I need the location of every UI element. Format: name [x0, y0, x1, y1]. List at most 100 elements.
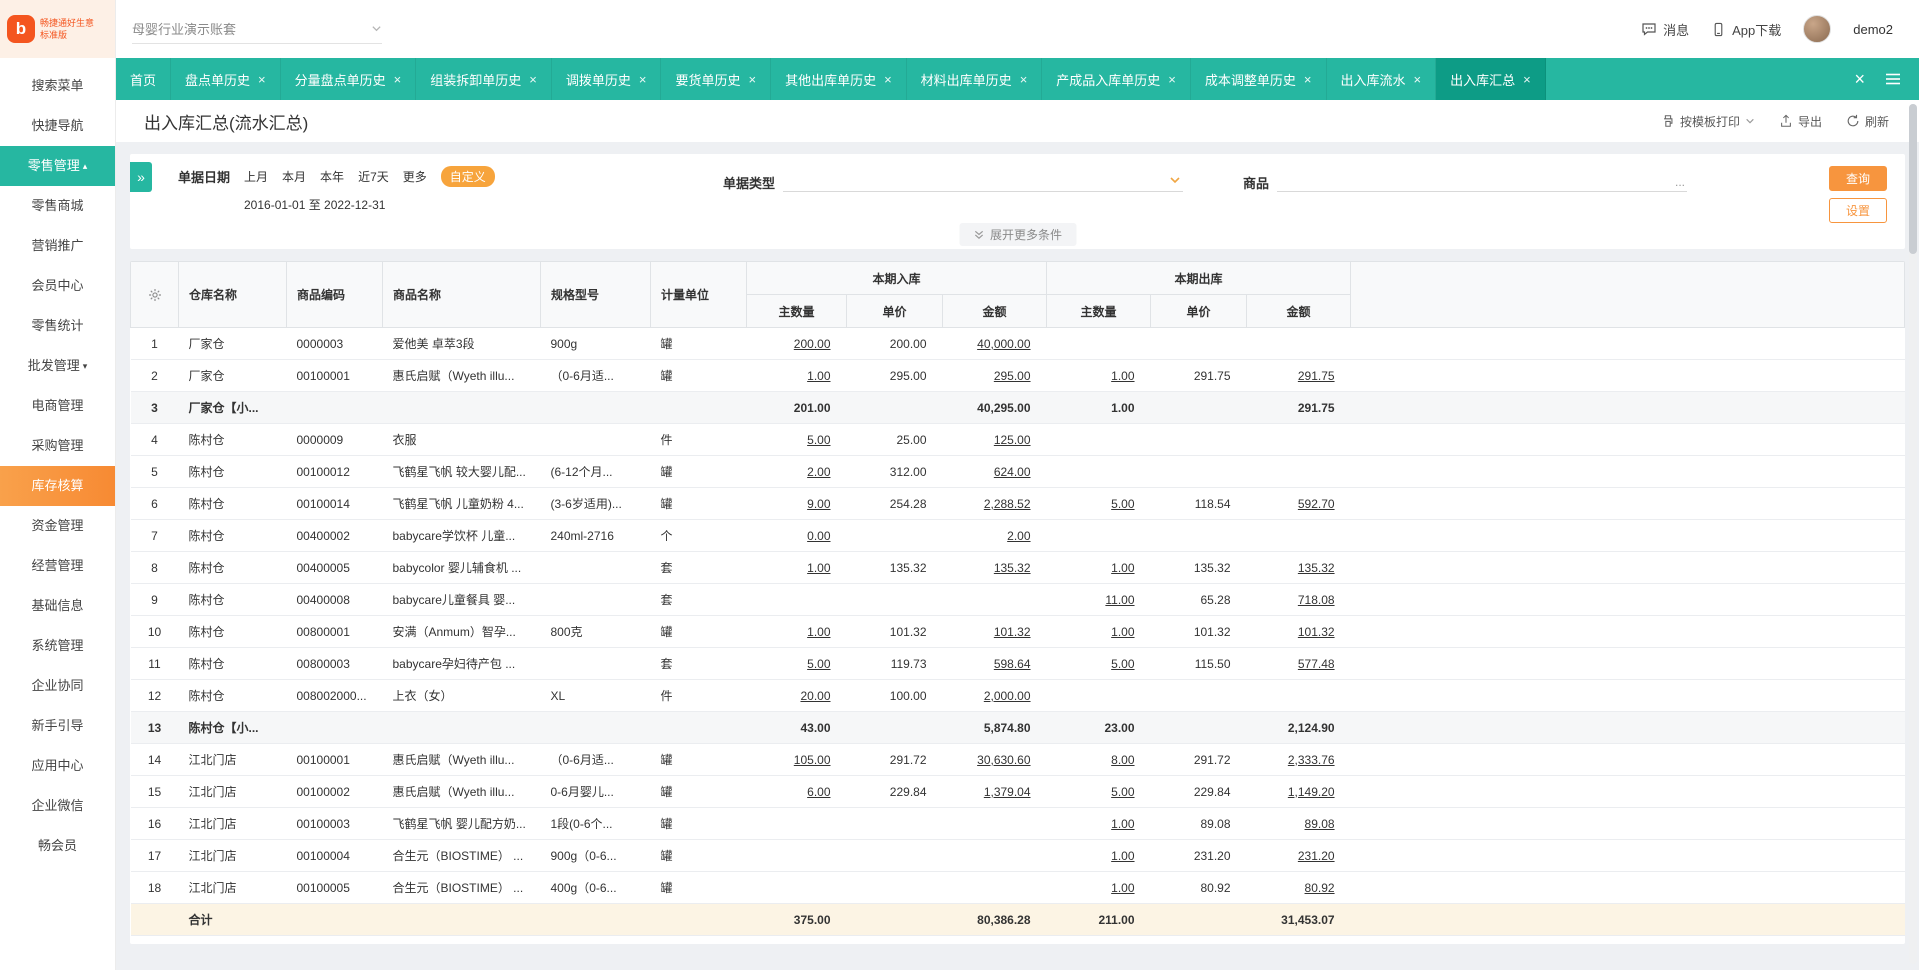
custom-range-button[interactable]: 自定义 — [440, 166, 495, 187]
drill-link[interactable]: 20.00 — [800, 688, 831, 703]
tab-产成品入库单历史[interactable]: 产成品入库单历史 × — [1042, 58, 1191, 100]
drill-link[interactable]: 2.00 — [807, 464, 831, 479]
sidebar-item-搜索菜单[interactable]: 搜索菜单 — [0, 66, 115, 106]
drill-link[interactable]: 8.00 — [1111, 752, 1135, 767]
tab-close-icon[interactable]: × — [1523, 71, 1531, 87]
drill-link[interactable]: 231.20 — [1297, 848, 1335, 863]
quick-range-上月[interactable]: 上月 — [244, 170, 269, 184]
drill-link[interactable]: 5.00 — [807, 656, 831, 671]
drill-link[interactable]: 1.00 — [1111, 816, 1135, 831]
tab-调拨单历史[interactable]: 调拨单历史 × — [552, 58, 662, 100]
drill-link[interactable]: 577.48 — [1297, 656, 1335, 671]
print-button[interactable]: 按模板打印 — [1661, 113, 1755, 130]
logo[interactable]: b 畅捷通好生意 标准版 — [0, 0, 115, 58]
drill-link[interactable]: 291.75 — [1297, 368, 1335, 383]
drill-link[interactable]: 30,630.60 — [977, 752, 1031, 767]
collapse-filter-button[interactable]: » — [130, 162, 152, 192]
quick-range-本年[interactable]: 本年 — [320, 170, 345, 184]
tab-close-icon[interactable]: × — [258, 71, 266, 87]
drill-link[interactable]: 1.00 — [807, 624, 831, 639]
drill-link[interactable]: 135.32 — [993, 560, 1031, 575]
sidebar-item-企业微信[interactable]: 企业微信 — [0, 786, 115, 826]
sidebar-item-企业协同[interactable]: 企业协同 — [0, 666, 115, 706]
sidebar-item-系统管理[interactable]: 系统管理 — [0, 626, 115, 666]
sidebar-item-应用中心[interactable]: 应用中心 — [0, 746, 115, 786]
drill-link[interactable]: 200.00 — [793, 336, 831, 351]
quick-range-本月[interactable]: 本月 — [282, 170, 307, 184]
tab-成本调整单历史[interactable]: 成本调整单历史 × — [1191, 58, 1327, 100]
tab-要货单历史[interactable]: 要货单历史 × — [661, 58, 772, 100]
tab-close-icon[interactable]: × — [529, 71, 537, 87]
sidebar-item-资金管理[interactable]: 资金管理 — [0, 506, 115, 546]
drill-link[interactable]: 598.64 — [993, 656, 1031, 671]
tab-材料出库单历史[interactable]: 材料出库单历史 × — [907, 58, 1043, 100]
drill-link[interactable]: 11.00 — [1105, 592, 1135, 607]
username[interactable]: demo2 — [1853, 21, 1893, 37]
product-picker-dots[interactable]: ... — [1675, 175, 1686, 189]
sidebar-item-营销推广[interactable]: 营销推广 — [0, 226, 115, 266]
drill-link[interactable]: 125.00 — [993, 432, 1031, 447]
tab-出入库流水[interactable]: 出入库流水 × — [1327, 58, 1437, 100]
drill-link[interactable]: 2,288.52 — [983, 496, 1031, 511]
drill-link[interactable]: 40,000.00 — [977, 336, 1031, 351]
account-select[interactable]: 母婴行业演示账套 — [132, 14, 382, 44]
drill-link[interactable]: 1.00 — [1111, 848, 1135, 863]
drill-link[interactable]: 5.00 — [807, 432, 831, 447]
sidebar-item-基础信息[interactable]: 基础信息 — [0, 586, 115, 626]
drill-link[interactable]: 1,149.20 — [1287, 784, 1335, 799]
drill-link[interactable]: 9.00 — [807, 496, 831, 511]
date-range-value[interactable]: 2016-01-01 至 2022-12-31 — [244, 198, 386, 212]
drill-link[interactable]: 1.00 — [1111, 624, 1135, 639]
quick-range-近7天[interactable]: 近7天 — [358, 170, 389, 184]
sidebar-item-库存核算[interactable]: 库存核算 — [0, 466, 115, 506]
tab-其他出库单历史[interactable]: 其他出库单历史 × — [771, 58, 907, 100]
tab-盘点单历史[interactable]: 盘点单历史 × — [171, 58, 281, 100]
drill-link[interactable]: 1.00 — [1111, 560, 1135, 575]
drill-link[interactable]: 1.00 — [807, 560, 831, 575]
sidebar-item-经营管理[interactable]: 经营管理 — [0, 546, 115, 586]
scrollbar-thumb[interactable] — [1909, 104, 1917, 254]
export-button[interactable]: 导出 — [1779, 113, 1822, 130]
tab-分量盘点单历史[interactable]: 分量盘点单历史 × — [281, 58, 417, 100]
sidebar-item-畅会员[interactable]: 畅会员 — [0, 826, 115, 866]
tab-close-icon[interactable]: × — [1019, 71, 1028, 87]
drill-link[interactable]: 5.00 — [1111, 496, 1135, 511]
drill-link[interactable]: 2,000.00 — [983, 688, 1031, 703]
drill-link[interactable]: 0.00 — [807, 528, 831, 543]
drill-link[interactable]: 6.00 — [807, 784, 831, 799]
messages-button[interactable]: 消息 — [1641, 20, 1689, 39]
drill-link[interactable]: 5.00 — [1111, 656, 1135, 671]
sidebar-item-采购管理[interactable]: 采购管理 — [0, 426, 115, 466]
tab-close-icon[interactable]: × — [884, 71, 892, 87]
drill-link[interactable]: 135.32 — [1297, 560, 1335, 575]
column-settings-button[interactable] — [130, 261, 179, 328]
sidebar-item-电商管理[interactable]: 电商管理 — [0, 386, 115, 426]
drill-link[interactable]: 295.00 — [993, 368, 1031, 383]
sidebar-item-会员中心[interactable]: 会员中心 — [0, 266, 115, 306]
drill-link[interactable]: 624.00 — [993, 464, 1031, 479]
avatar[interactable] — [1803, 15, 1832, 43]
drill-link[interactable]: 2.00 — [1007, 528, 1031, 543]
tab-close-icon[interactable]: × — [748, 71, 757, 87]
tab-首页[interactable]: 首页 — [116, 58, 172, 100]
drill-link[interactable]: 1,379.04 — [983, 784, 1031, 799]
doc-type-select[interactable] — [783, 168, 1184, 192]
drill-link[interactable]: 1.00 — [807, 368, 831, 383]
close-all-tabs-icon[interactable]: × — [1854, 69, 1865, 89]
tab-出入库汇总[interactable]: 出入库汇总 × — [1436, 58, 1546, 100]
tab-close-icon[interactable]: × — [393, 71, 402, 87]
search-button[interactable]: 查询 — [1829, 166, 1887, 191]
drill-link[interactable]: 2,333.76 — [1287, 752, 1335, 767]
sidebar-item-零售统计[interactable]: 零售统计 — [0, 306, 115, 346]
drill-link[interactable]: 1.00 — [1111, 368, 1135, 383]
app-download-button[interactable]: App下载 — [1711, 20, 1781, 39]
drill-link[interactable]: 1.00 — [1111, 880, 1135, 895]
tab-close-icon[interactable]: × — [638, 71, 647, 87]
sidebar-item-快捷导航[interactable]: 快捷导航 — [0, 106, 115, 146]
drill-link[interactable]: 718.08 — [1297, 592, 1335, 607]
tab-组装拆卸单历史[interactable]: 组装拆卸单历史 × — [416, 58, 552, 100]
sidebar-item-新手引导[interactable]: 新手引导 — [0, 706, 115, 746]
tab-close-icon[interactable]: × — [1413, 71, 1422, 87]
tab-close-icon[interactable]: × — [1303, 71, 1312, 87]
drill-link[interactable]: 101.32 — [1297, 624, 1335, 639]
